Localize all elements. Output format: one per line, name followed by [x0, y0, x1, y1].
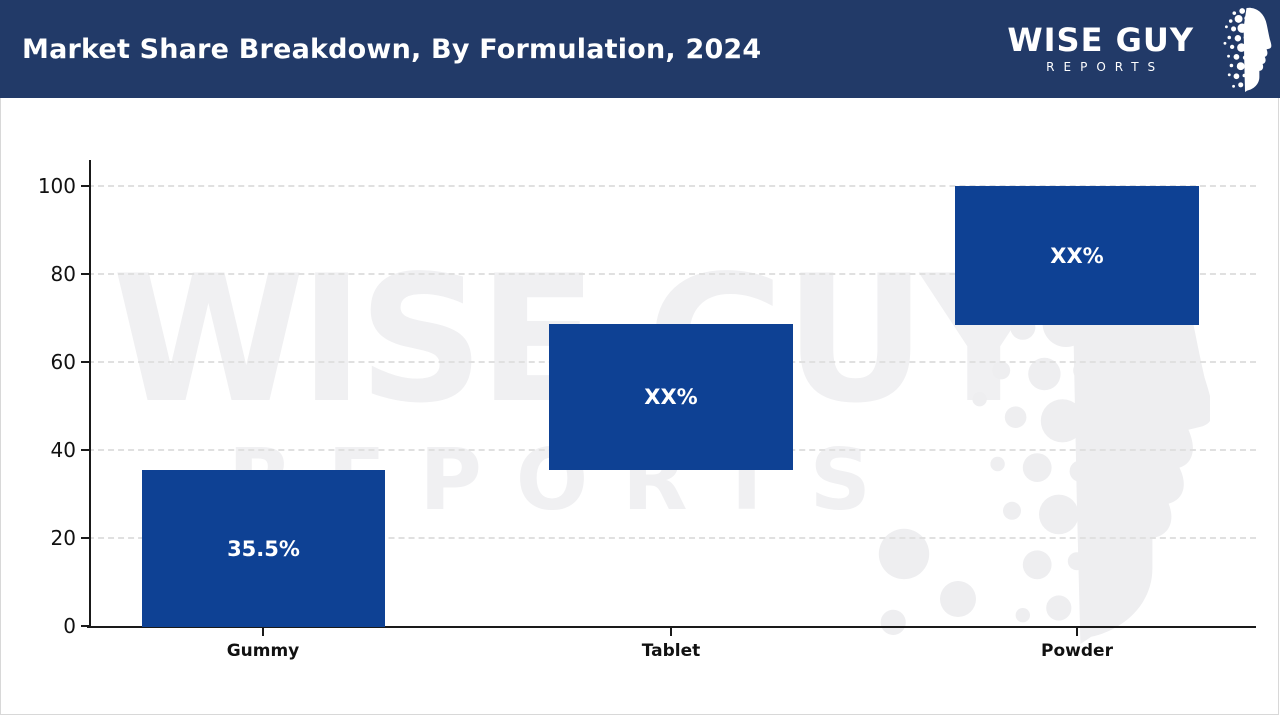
- header: Market Share Breakdown, By Formulation, …: [0, 0, 1280, 98]
- bar-powder: XX%: [955, 186, 1199, 325]
- gridline-100: [88, 185, 1256, 187]
- bar-powder-value-label: XX%: [1050, 243, 1104, 268]
- logo-text: WISE GUY REPORTS: [1007, 24, 1194, 74]
- y-tick-mark: [81, 273, 89, 275]
- logo-sub-text: REPORTS: [1046, 59, 1165, 74]
- bar-tablet-value-label: XX%: [644, 385, 698, 409]
- y-tick-mark: [81, 361, 89, 363]
- x-axis-line: [87, 626, 1256, 628]
- y-tick-label: 40: [50, 438, 76, 462]
- wiseguy-logo: WISE GUY REPORTS: [1007, 6, 1274, 92]
- y-tick-label: 80: [50, 262, 76, 286]
- x-tick-mark: [1076, 628, 1078, 636]
- wiseguy-face-icon: [1223, 7, 1272, 92]
- x-tick-mark: [262, 628, 264, 636]
- x-category-label-tablet: Tablet: [641, 641, 701, 661]
- chart-title: Market Share Breakdown, By Formulation, …: [22, 33, 762, 65]
- y-axis-line: [89, 160, 91, 627]
- y-tick-mark: [81, 625, 89, 627]
- y-tick-mark: [81, 185, 89, 187]
- y-tick-mark: [81, 449, 89, 451]
- logo-brand-text: WISE GUY: [1007, 21, 1194, 60]
- x-tick-mark: [670, 628, 672, 636]
- y-tick-label: 0: [63, 614, 76, 638]
- x-category-label-powder: Powder: [1041, 641, 1113, 661]
- y-tick-mark: [81, 537, 89, 539]
- x-category-label-gummy: Gummy: [226, 641, 300, 661]
- gridline-20: [88, 537, 1256, 539]
- bar-gummy: 35.5%: [142, 470, 385, 627]
- bar-gummy-value-label: 35.5%: [227, 536, 300, 561]
- bar-tablet: XX%: [549, 324, 793, 470]
- gridline-80: [88, 273, 1256, 275]
- y-tick-label: 100: [37, 174, 76, 198]
- y-tick-label: 60: [50, 350, 76, 374]
- y-tick-label: 20: [50, 526, 76, 550]
